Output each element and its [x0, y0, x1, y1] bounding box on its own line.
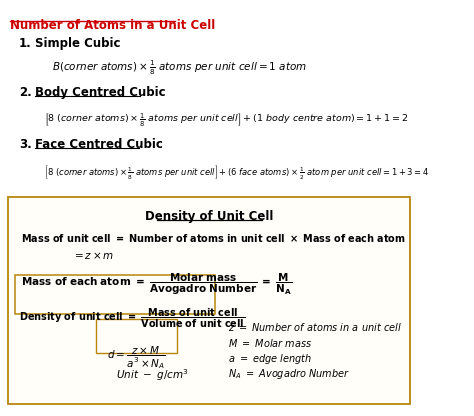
Text: $\bf{Density\ of\ unit\ cell}\ =\ \dfrac{\bf{Mass\ of\ unit\ cell}}{\bf{Volume\ : $\bf{Density\ of\ unit\ cell}\ =\ \dfrac…: [19, 307, 245, 330]
FancyBboxPatch shape: [96, 319, 177, 353]
Text: Simple Cubic: Simple Cubic: [35, 37, 120, 50]
FancyBboxPatch shape: [15, 275, 215, 314]
Text: 1.: 1.: [19, 37, 32, 50]
Text: $\left[8\ (corner\ atoms) \times \frac{1}{8}\ atoms\ per\ unit\ cell\right] + (1: $\left[8\ (corner\ atoms) \times \frac{1…: [44, 111, 408, 128]
Text: $d = \dfrac{z \times M}{a^3 \times N_A}$: $d = \dfrac{z \times M}{a^3 \times N_A}$: [107, 344, 166, 371]
Text: Body Centred Cubic: Body Centred Cubic: [35, 86, 165, 99]
Text: $a\ =\ edge\ length$: $a\ =\ edge\ length$: [228, 352, 312, 366]
Text: $\left[8\ (corner\ atoms) \times \frac{1}{8}\ atoms\ per\ unit\ cell\right] + (6: $\left[8\ (corner\ atoms) \times \frac{1…: [44, 163, 429, 181]
Text: Number of Atoms in a Unit Cell: Number of Atoms in a Unit Cell: [10, 19, 215, 32]
FancyBboxPatch shape: [9, 197, 410, 404]
Text: Face Centred Cubic: Face Centred Cubic: [35, 139, 163, 151]
Text: $= z \times m$: $= z \times m$: [72, 250, 114, 261]
Text: $Unit\ -\ g/cm^3$: $Unit\ -\ g/cm^3$: [116, 367, 189, 383]
Text: 2.: 2.: [19, 86, 32, 99]
Text: $\bf{Mass\ of\ each\ atom}\ =\ \dfrac{\bf{Molar\ mass}}{\bf{Avogadro\ Number}}\ : $\bf{Mass\ of\ each\ atom}\ =\ \dfrac{\b…: [21, 272, 292, 297]
Text: $z\ =\ Number\ of\ atoms\ in\ a\ unit\ cell$: $z\ =\ Number\ of\ atoms\ in\ a\ unit\ c…: [228, 321, 401, 333]
Text: 3.: 3.: [19, 139, 32, 151]
Text: $M\ =\ Molar\ mass$: $M\ =\ Molar\ mass$: [228, 337, 312, 349]
Text: $N_A\ =\ Avogadro\ Number$: $N_A\ =\ Avogadro\ Number$: [228, 367, 350, 381]
Text: $\bf{Mass\ of\ unit\ cell}\ =\ \bf{Number\ of\ atoms\ in\ unit\ cell}\ \times\ \: $\bf{Mass\ of\ unit\ cell}\ =\ \bf{Numbe…: [21, 232, 406, 244]
Text: Density of Unit Cell: Density of Unit Cell: [145, 210, 273, 223]
Text: $B(corner\ atoms) \times \frac{1}{8}\ atoms\ per\ unit\ cell = 1\ atom$: $B(corner\ atoms) \times \frac{1}{8}\ at…: [52, 59, 307, 77]
